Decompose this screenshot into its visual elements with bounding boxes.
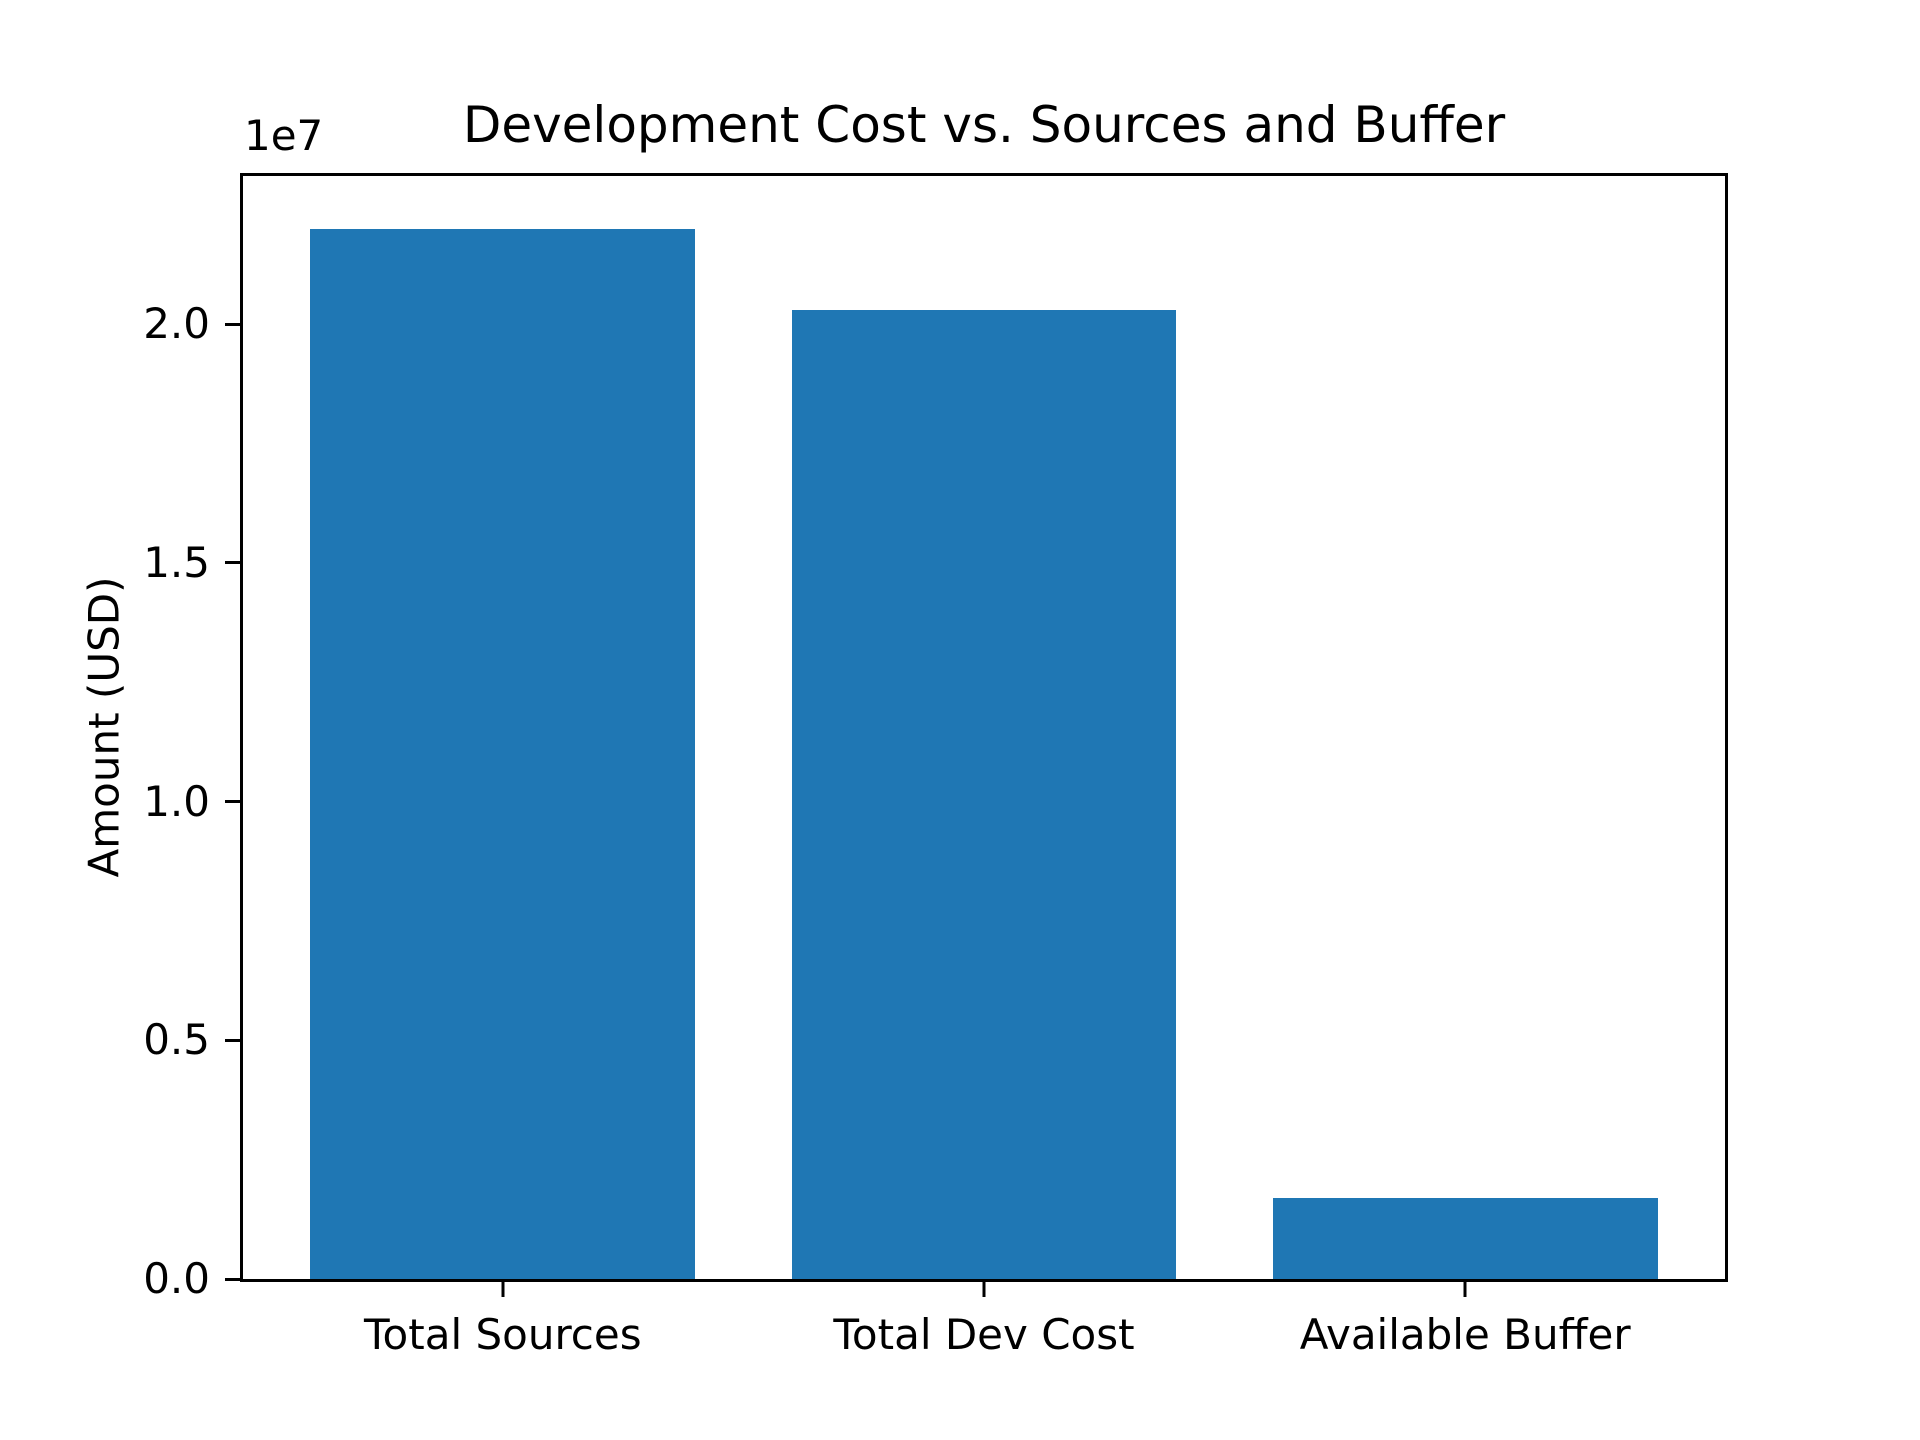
y-axis-label: Amount (USD) — [79, 576, 129, 878]
x-tick-mark — [1463, 1282, 1467, 1297]
plot-area: 0.0 0.5 1.0 1.5 2.0 Total Sources Total Dev Co… — [143, 173, 1728, 1359]
x-tick-label-available-buffer: Available Buffer — [1299, 1310, 1631, 1359]
y-tick-mark — [225, 1038, 240, 1042]
y-tick-mark — [225, 800, 240, 804]
y-tick-label: 1.5 — [143, 537, 210, 587]
bar-total-sources — [310, 228, 696, 1279]
x-tick-mark — [982, 1282, 986, 1297]
bar-total-dev-cost — [791, 309, 1177, 1279]
x-tick-mark — [501, 1282, 505, 1297]
x-tick-label-total-sources: Total Sources — [364, 1310, 642, 1359]
y-tick-label: 0.0 — [143, 1254, 210, 1303]
bar-available-buffer — [1272, 1197, 1658, 1279]
y-tick-mark — [225, 322, 240, 326]
chart-title: Development Cost vs. Sources and Buffer — [462, 96, 1506, 154]
y-tick-mark — [225, 1277, 240, 1281]
y-tick-mark — [225, 561, 240, 565]
x-tick-label-total-dev-cost: Total Dev Cost — [833, 1310, 1135, 1359]
y-axis-offset-label: 1e7 — [244, 111, 324, 160]
y-tick-label: 0.5 — [143, 1015, 210, 1065]
y-tick-label: 2.0 — [143, 299, 210, 349]
y-tick-label: 1.0 — [143, 776, 210, 826]
